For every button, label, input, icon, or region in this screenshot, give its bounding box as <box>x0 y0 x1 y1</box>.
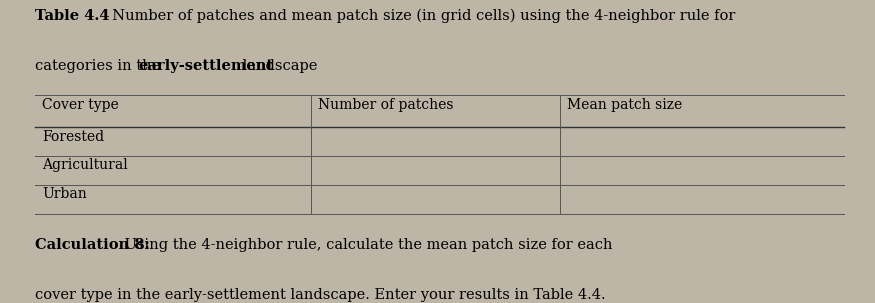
Text: Agricultural: Agricultural <box>42 158 128 172</box>
Text: Using the 4-neighbor rule, calculate the mean patch size for each: Using the 4-neighbor rule, calculate the… <box>120 238 612 252</box>
Text: Table 4.4: Table 4.4 <box>35 9 109 23</box>
Text: Number of patches: Number of patches <box>318 98 453 112</box>
Text: Urban: Urban <box>42 187 87 201</box>
Text: Cover type: Cover type <box>42 98 119 112</box>
Text: landscape: landscape <box>238 59 318 73</box>
Text: categories in the: categories in the <box>35 59 164 73</box>
Text: early-settlement: early-settlement <box>138 59 273 73</box>
Text: Calculation 8:: Calculation 8: <box>35 238 150 252</box>
Text: Forested: Forested <box>42 130 104 144</box>
Text: cover type in the early-settlement landscape. Enter your results in Table 4.4.: cover type in the early-settlement lands… <box>35 288 605 302</box>
Text: Mean patch size: Mean patch size <box>567 98 682 112</box>
Text: Number of patches and mean patch size (in grid cells) using the 4-neighbor rule : Number of patches and mean patch size (i… <box>103 9 736 23</box>
